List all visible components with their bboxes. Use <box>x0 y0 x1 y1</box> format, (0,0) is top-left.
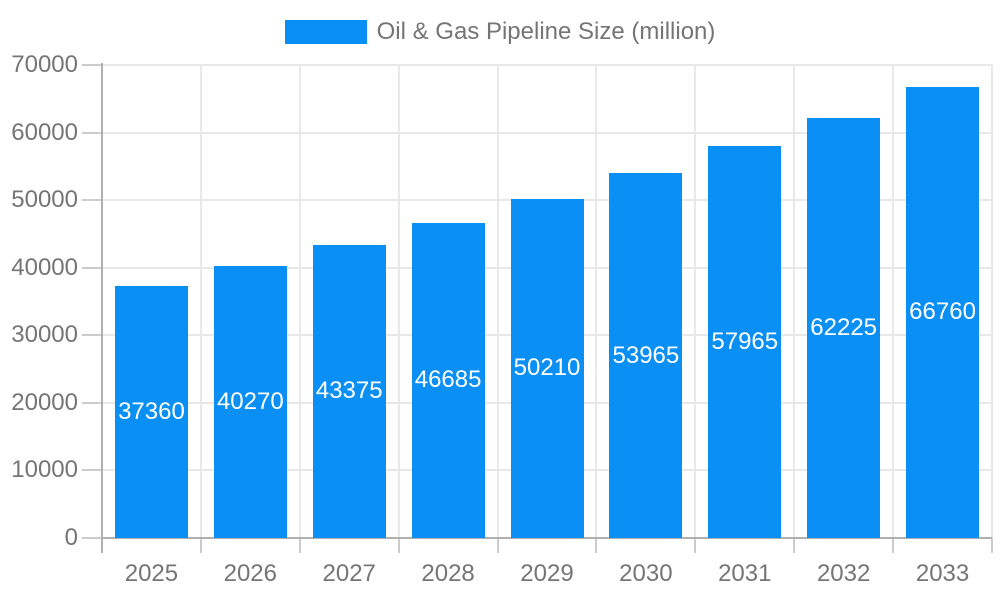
y-tick <box>82 64 102 66</box>
gridline-horizontal <box>102 64 992 66</box>
y-axis-label: 50000 <box>11 186 78 214</box>
y-tick <box>82 266 102 269</box>
x-tick <box>298 538 301 553</box>
gridline-vertical <box>397 65 400 538</box>
y-tick <box>82 199 102 202</box>
gridline-vertical <box>298 65 301 538</box>
bar-2033[interactable] <box>906 86 980 538</box>
y-axis-line <box>101 63 103 553</box>
bar-2032[interactable] <box>807 117 881 538</box>
y-axis-label: 30000 <box>11 321 78 349</box>
legend-swatch-icon <box>284 20 367 44</box>
bar-2027[interactable] <box>312 244 386 538</box>
x-axis-label: 2028 <box>421 560 475 587</box>
x-tick <box>397 538 400 553</box>
bar-2025[interactable] <box>114 285 188 538</box>
y-axis-label: 70000 <box>11 51 78 78</box>
y-axis-label: 10000 <box>11 456 78 484</box>
y-tick <box>82 469 102 472</box>
legend[interactable]: Oil & Gas Pipeline Size (million) <box>0 18 1000 46</box>
bar-2028[interactable] <box>411 222 485 538</box>
legend-label: Oil & Gas Pipeline Size (million) <box>376 18 716 45</box>
x-tick <box>793 538 796 553</box>
y-axis-label: 20000 <box>11 388 78 416</box>
x-axis-label: 2026 <box>223 560 277 587</box>
gridline-horizontal <box>102 131 992 134</box>
gridline-vertical <box>496 65 499 538</box>
x-axis-label: 2030 <box>619 560 673 587</box>
y-tick <box>82 401 102 404</box>
gridline-vertical <box>694 65 697 538</box>
y-tick <box>82 334 102 337</box>
x-axis-label: 2027 <box>322 560 376 587</box>
gridline-vertical <box>991 65 993 538</box>
bar-2030[interactable] <box>609 173 683 538</box>
gridline-vertical <box>793 65 796 538</box>
y-axis-label: 60000 <box>11 118 78 146</box>
x-axis-label: 2025 <box>124 560 179 587</box>
bar-2026[interactable] <box>213 265 287 538</box>
y-axis-label: 40000 <box>11 253 78 281</box>
y-axis-label: 0 <box>64 524 78 551</box>
x-tick <box>892 538 895 553</box>
x-axis-line <box>102 537 992 539</box>
x-axis-label: 2032 <box>816 560 871 587</box>
x-axis-label: 2031 <box>718 560 772 587</box>
gridline-vertical <box>199 65 202 538</box>
x-axis-label: 2033 <box>915 560 970 587</box>
x-tick <box>694 538 697 553</box>
x-tick <box>595 538 598 553</box>
x-tick <box>199 538 202 553</box>
x-tick <box>991 538 993 553</box>
bar-2029[interactable] <box>510 198 584 538</box>
bar-2031[interactable] <box>708 146 782 538</box>
y-tick <box>82 537 102 539</box>
x-tick <box>496 538 499 553</box>
gridline-vertical <box>595 65 598 538</box>
gridline-vertical <box>892 65 895 538</box>
y-tick <box>82 131 102 134</box>
x-axis-label: 2029 <box>520 560 574 587</box>
